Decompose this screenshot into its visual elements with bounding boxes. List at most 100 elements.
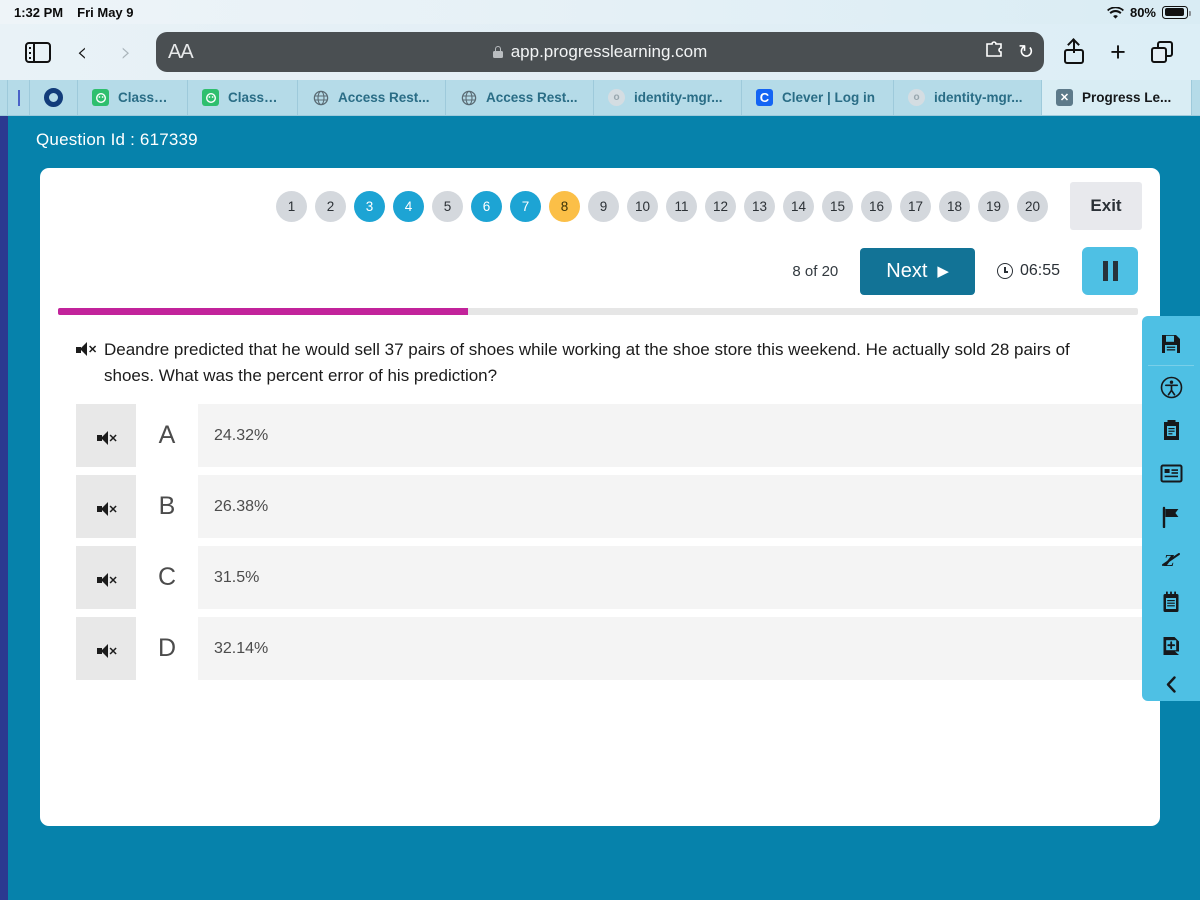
- browser-tab-5[interactable]: o identity-mgr...: [594, 80, 742, 115]
- next-button-label: Next: [886, 259, 928, 282]
- progress-bar-track: [58, 308, 1138, 315]
- pinned-tab-marker[interactable]: [8, 80, 30, 115]
- timer: 06:55: [996, 262, 1060, 280]
- pause-icon: [1102, 261, 1108, 281]
- reference-card-icon[interactable]: [1142, 452, 1200, 495]
- question-progress-label: 8 of 20: [792, 262, 839, 280]
- browser-tab-4[interactable]: Access Rest...: [446, 80, 594, 115]
- browser-tab-3[interactable]: Access Rest...: [298, 80, 446, 115]
- browser-tab-1[interactable]: Classkick: [78, 80, 188, 115]
- speaker-muted-icon[interactable]: ✕: [76, 475, 136, 538]
- text-size-button[interactable]: AA: [168, 40, 194, 63]
- plus-icon: +: [1110, 36, 1126, 67]
- tab-strip: Classkick Classkick Access Rest... Access R…: [0, 80, 1200, 116]
- back-button[interactable]: ‹: [60, 30, 104, 74]
- ios-status-bar: 1:32 PM Fri May 9 80%: [0, 0, 1200, 24]
- add-note-icon[interactable]: [1142, 624, 1200, 667]
- question-pill-8[interactable]: 8: [549, 190, 580, 222]
- puzzle-piece-icon[interactable]: [985, 41, 1004, 63]
- answer-choice-text[interactable]: 31.5%: [214, 568, 260, 586]
- question-controls: 8 of 20 Next ▶ 06:55: [40, 230, 1160, 295]
- question-pill-15[interactable]: 15: [822, 190, 853, 222]
- browser-tab-2[interactable]: Classkick: [188, 80, 298, 115]
- pause-button[interactable]: [1082, 247, 1138, 295]
- assessment-card: 1 2 3 4 5 6 7 8 9 10 11 12 13 14 15 16 17 18 19 20 Exit 8 of…: [40, 168, 1160, 826]
- browser-tab-label: Classkick: [118, 90, 173, 105]
- sidebar-toggle-button[interactable]: [16, 30, 60, 74]
- share-button[interactable]: [1052, 30, 1096, 74]
- question-pill-11[interactable]: 11: [666, 190, 697, 222]
- question-pill-4[interactable]: 4: [393, 190, 424, 222]
- answer-choice-D[interactable]: ✕ D 32.14%: [76, 617, 1142, 680]
- status-date: Fri May 9: [77, 4, 134, 20]
- classkick-icon: [202, 89, 219, 106]
- answer-choice-letter: A: [136, 404, 198, 467]
- browser-tab-6[interactable]: C Clever | Log in: [742, 80, 894, 115]
- globe-icon: [312, 89, 329, 106]
- speaker-muted-icon[interactable]: ✕: [76, 617, 136, 680]
- page-left-rail: [0, 116, 8, 900]
- answer-choice-text[interactable]: 24.32%: [214, 426, 269, 444]
- share-icon: [1064, 40, 1084, 64]
- question-pill-13[interactable]: 13: [744, 190, 775, 222]
- notepad-icon[interactable]: [1142, 581, 1200, 624]
- back-chevron-icon: ‹: [76, 36, 88, 68]
- question-pill-20[interactable]: 20: [1017, 190, 1048, 222]
- question-block: ✕ Deandre predicted that he would sell 3…: [40, 315, 1160, 388]
- browser-tab-8[interactable]: ✕ Progress Le...: [1042, 80, 1192, 115]
- accessibility-icon[interactable]: [1142, 366, 1200, 409]
- browser-tab-0[interactable]: [30, 80, 78, 115]
- browser-tab-label: Access Rest...: [486, 90, 578, 105]
- question-pill-9[interactable]: 9: [588, 190, 619, 222]
- speaker-muted-icon[interactable]: ✕: [76, 546, 136, 609]
- question-pill-1[interactable]: 1: [276, 190, 307, 222]
- address-bar-url: app.progresslearning.com: [510, 42, 708, 61]
- question-tools-sidebar: Z: [1142, 316, 1200, 701]
- question-pill-16[interactable]: 16: [861, 190, 892, 222]
- browser-tab-label: identity-mgr...: [634, 90, 723, 105]
- answer-choice-B[interactable]: ✕ B 26.38%: [76, 475, 1142, 538]
- tabs-overview-button[interactable]: [1140, 30, 1184, 74]
- forward-button[interactable]: ›: [104, 30, 148, 74]
- chevron-left-icon[interactable]: [1142, 667, 1200, 701]
- question-text: Deandre predicted that he would sell 37 …: [104, 340, 1070, 385]
- clipboard-icon[interactable]: [1142, 409, 1200, 452]
- question-pill-3[interactable]: 3: [354, 190, 385, 222]
- answer-choice-text[interactable]: 32.14%: [214, 639, 269, 657]
- question-pill-19[interactable]: 19: [978, 190, 1009, 222]
- question-pill-18[interactable]: 18: [939, 190, 970, 222]
- sidebar-toggle-icon: [25, 41, 51, 63]
- question-pill-6[interactable]: 6: [471, 190, 502, 222]
- speaker-muted-icon[interactable]: ✕: [76, 404, 136, 467]
- address-bar[interactable]: AA app.progresslearning.com ↻: [156, 32, 1044, 72]
- next-button[interactable]: Next ▶: [860, 247, 975, 295]
- question-pills: 1 2 3 4 5 6 7 8 9 10 11 12 13 14 15 16 17 18 19 20 Exit: [40, 168, 1160, 230]
- forward-chevron-icon: ›: [120, 36, 132, 68]
- question-pill-7[interactable]: 7: [510, 190, 541, 222]
- reload-icon[interactable]: ↻: [1018, 41, 1034, 63]
- answer-choice-C[interactable]: ✕ C 31.5%: [76, 546, 1142, 609]
- answer-choice-text[interactable]: 26.38%: [214, 497, 269, 515]
- tabs-icon: [1151, 41, 1173, 63]
- answer-choice-letter: C: [136, 546, 198, 609]
- classkick-icon: [92, 89, 109, 106]
- save-icon[interactable]: [1142, 322, 1200, 365]
- status-time: 1:32 PM: [14, 4, 64, 20]
- new-tab-button[interactable]: +: [1096, 30, 1140, 74]
- question-pill-14[interactable]: 14: [783, 190, 814, 222]
- question-pill-10[interactable]: 10: [627, 190, 658, 222]
- question-pill-12[interactable]: 12: [705, 190, 736, 222]
- browser-tab-7[interactable]: o identity-mgr...: [894, 80, 1042, 115]
- timer-value: 06:55: [1019, 262, 1060, 279]
- answer-choice-A[interactable]: ✕ A 24.32%: [76, 404, 1142, 467]
- exit-button[interactable]: Exit: [1070, 182, 1142, 230]
- speaker-muted-icon[interactable]: ✕: [76, 342, 97, 357]
- answer-choice-letter: D: [136, 617, 198, 680]
- question-pill-5[interactable]: 5: [432, 190, 463, 222]
- question-pill-17[interactable]: 17: [900, 190, 931, 222]
- question-pill-2[interactable]: 2: [315, 190, 346, 222]
- flag-icon[interactable]: [1142, 495, 1200, 538]
- clock-icon: [996, 263, 1013, 279]
- globe-icon: [460, 89, 477, 106]
- strikethrough-icon[interactable]: Z: [1142, 538, 1200, 581]
